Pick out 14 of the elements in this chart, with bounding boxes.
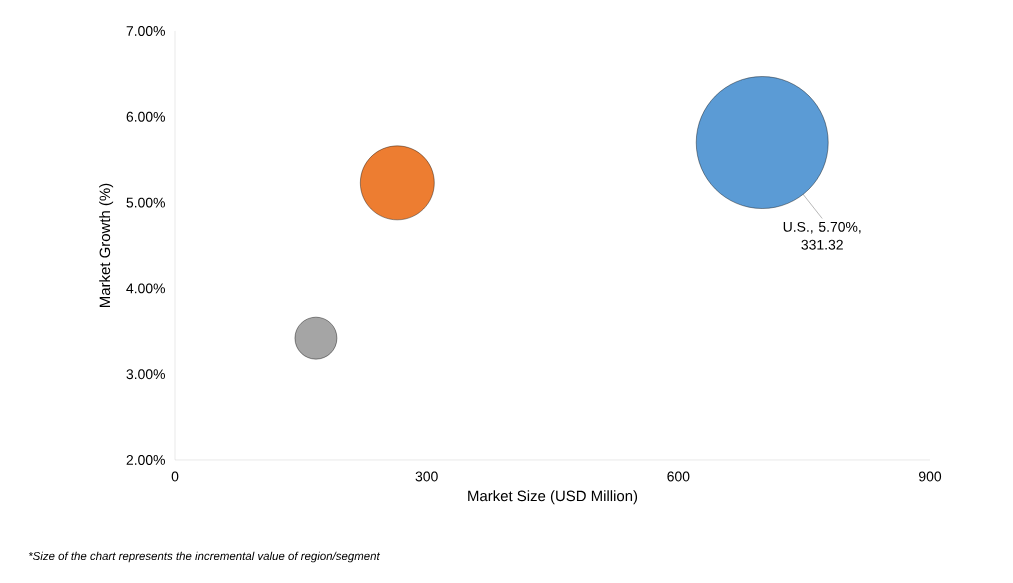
y-axis-title: Market Growth (%) (99, 183, 114, 307)
y-tick-label: 3.00% (126, 369, 165, 380)
y-tick-label: 6.00% (126, 111, 165, 122)
y-tick-label: 7.00% (126, 26, 165, 36)
x-tick-label: 300 (415, 471, 438, 482)
x-tick-label: 900 (919, 471, 942, 482)
y-tick-label: 2.00% (126, 455, 165, 465)
annotation: U.S., 5.70%, 331.32 (783, 221, 861, 250)
x-tick-label: 0 (171, 471, 179, 482)
x-axis-title: Market Size (USD Million) (468, 490, 638, 505)
y-tick-label: 4.00% (126, 283, 165, 294)
x-tick-label: 600 (667, 471, 690, 482)
text: *Size of the chart represents the incremental value of region/segment (28, 551, 381, 563)
y-tick-label: 5.00% (126, 197, 165, 208)
